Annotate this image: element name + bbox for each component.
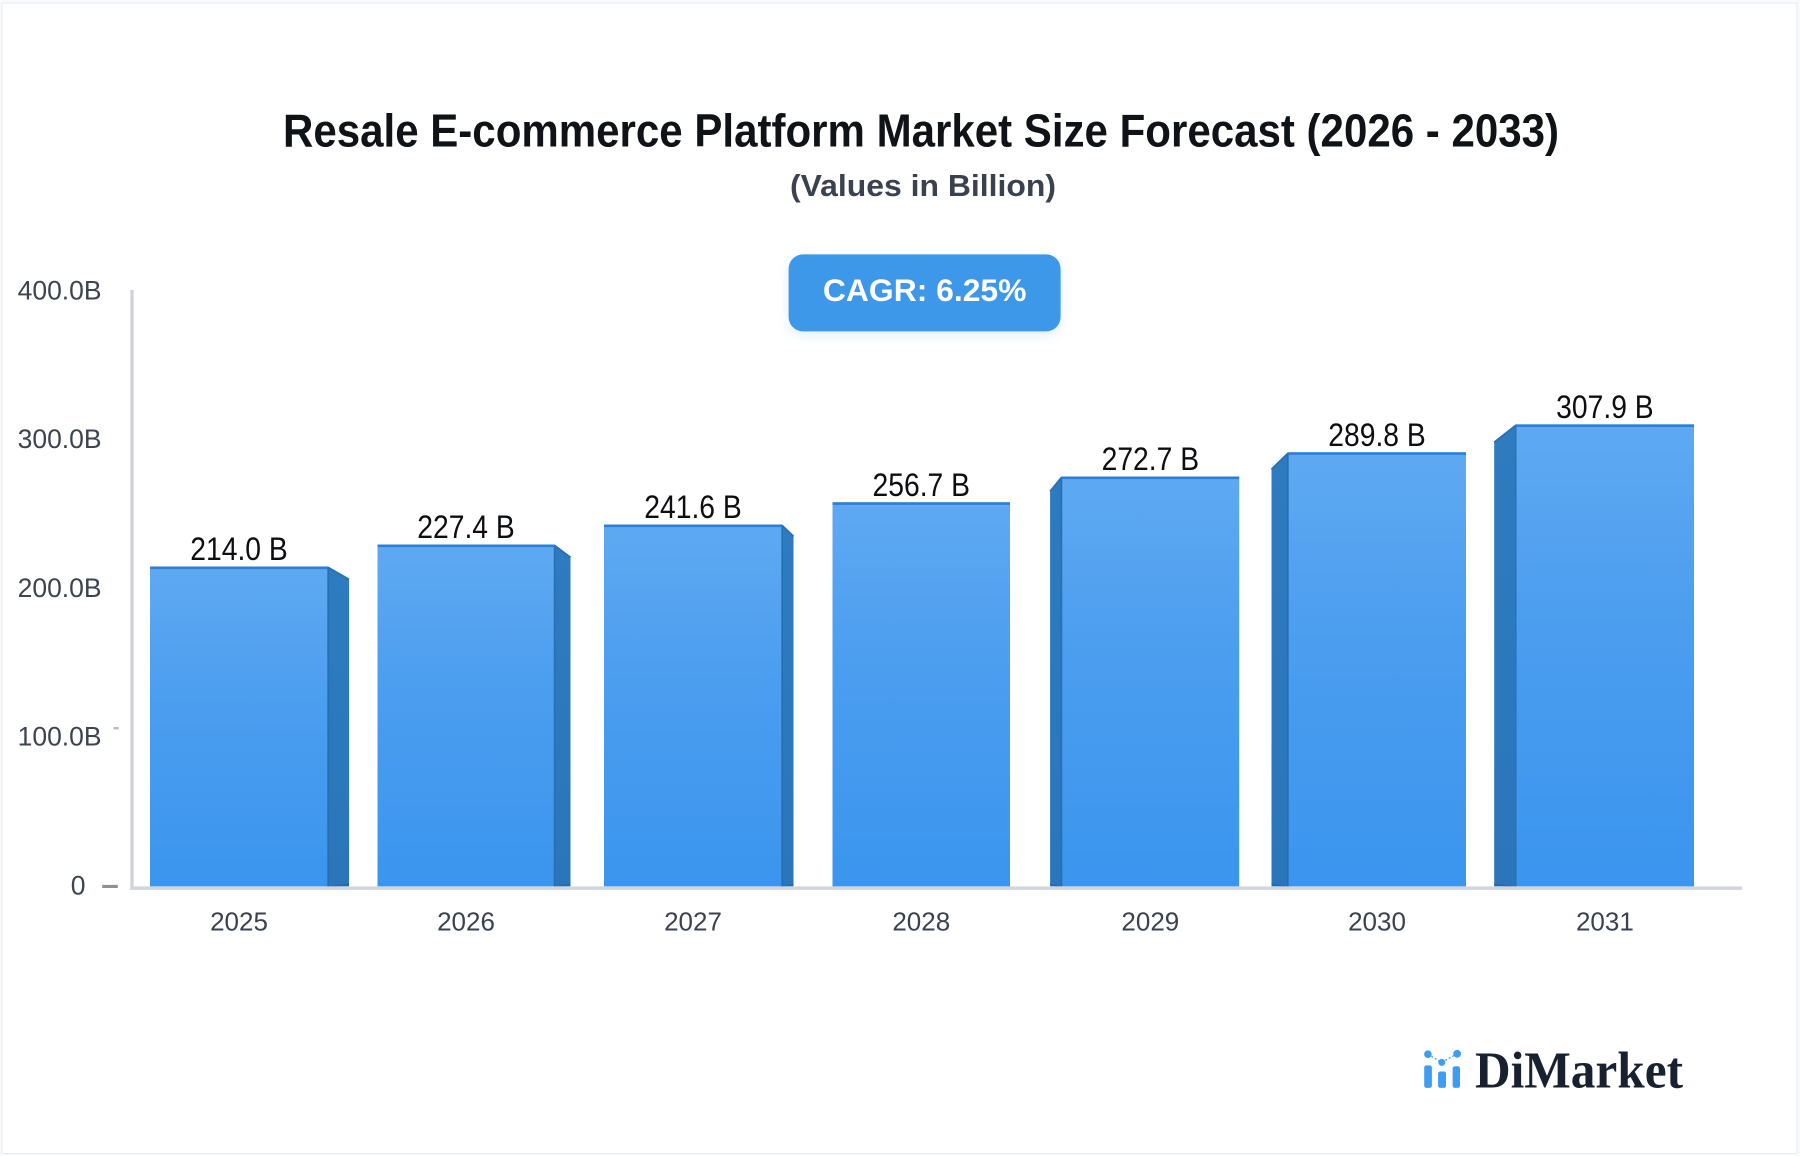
svg-text:200.0B: 200.0B — [18, 573, 102, 603]
svg-text:CAGR: 6.25%: CAGR: 6.25% — [823, 272, 1027, 308]
svg-text:400.0B: 400.0B — [18, 275, 102, 305]
svg-text:307.9 B: 307.9 B — [1556, 389, 1654, 425]
svg-text:2027: 2027 — [664, 906, 722, 936]
svg-text:2030: 2030 — [1348, 906, 1406, 936]
svg-text:2029: 2029 — [1121, 906, 1179, 936]
svg-text:DiMarket: DiMarket — [1475, 1043, 1684, 1100]
svg-text:100.0B: 100.0B — [18, 722, 102, 752]
svg-text:0: 0 — [71, 871, 86, 901]
svg-text:289.8 B: 289.8 B — [1328, 417, 1426, 453]
svg-text:241.6 B: 241.6 B — [644, 489, 742, 525]
svg-text:256.7 B: 256.7 B — [873, 467, 971, 503]
svg-text:300.0B: 300.0B — [18, 424, 102, 454]
svg-text:227.4 B: 227.4 B — [417, 509, 515, 545]
svg-text:(Values in Billion): (Values in Billion) — [790, 168, 1056, 203]
svg-text:272.7 B: 272.7 B — [1102, 441, 1200, 477]
svg-text:2026: 2026 — [437, 906, 495, 936]
svg-text:2025: 2025 — [210, 906, 268, 936]
svg-text:214.0 B: 214.0 B — [190, 531, 288, 567]
svg-text:Resale E-commerce Platform Mar: Resale E-commerce Platform Market Size F… — [283, 105, 1559, 157]
svg-text:2031: 2031 — [1576, 906, 1634, 936]
svg-text:2028: 2028 — [892, 906, 950, 936]
